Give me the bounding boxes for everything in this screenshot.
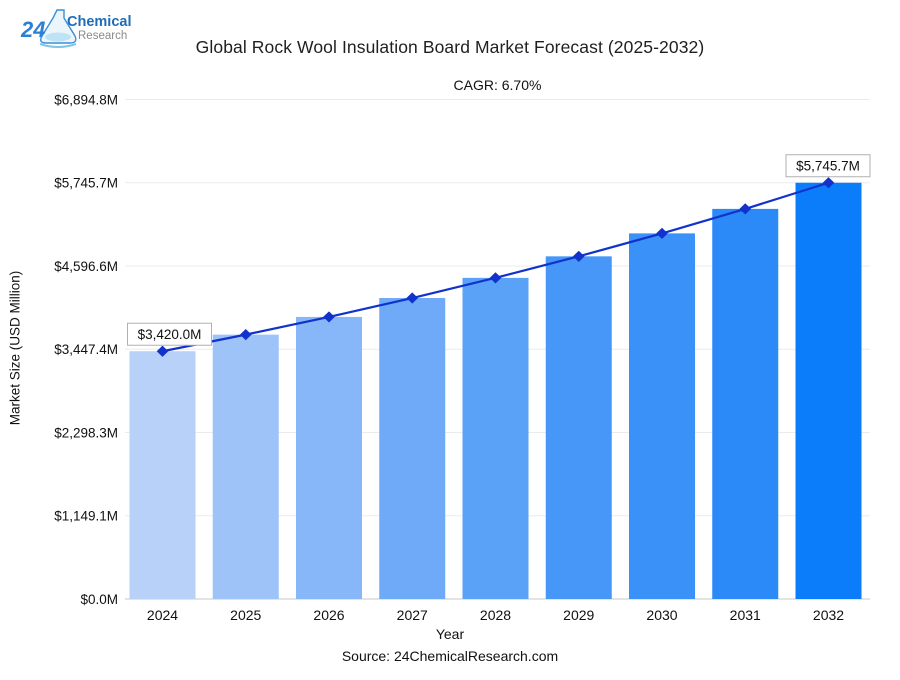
logo-graphic: 24 Chemical Research: [20, 9, 131, 48]
marker-2024: [156, 345, 169, 357]
x-tick-label: 2032: [813, 607, 844, 623]
marker-2032: [822, 177, 835, 189]
bar-2028: [462, 277, 529, 599]
marker-2028: [489, 272, 502, 284]
y-tick-label: $0.0M: [80, 592, 118, 607]
y-tick-label: $5,745.7M: [54, 176, 118, 191]
marker-2029: [572, 250, 585, 262]
bar-2031: [712, 208, 779, 600]
flask-icon: [39, 9, 77, 48]
bar-2025: [212, 334, 279, 599]
x-tick-label: 2027: [397, 607, 428, 623]
logo-line1: Chemical: [67, 14, 131, 30]
x-tick-label: 2025: [230, 607, 261, 623]
y-tick-label: $6,894.8M: [54, 92, 118, 107]
annotation-box: [785, 154, 871, 178]
bar-2024: [129, 351, 196, 599]
y-tick-label: $1,149.1M: [54, 509, 118, 524]
y-tick-label: $2,298.3M: [54, 425, 118, 440]
x-tick-label: 2029: [563, 607, 594, 623]
x-tick-label: 2031: [730, 607, 761, 623]
y-tick-label: $4,596.6M: [54, 259, 118, 274]
bar-2026: [296, 316, 362, 599]
x-tick-label: 2028: [480, 607, 511, 623]
source-caption: Source: 24ChemicalResearch.com: [341, 648, 559, 664]
logo: 24 Chemical Research: [20, 8, 135, 48]
x-tick-label: 2026: [313, 607, 344, 623]
marker-2025: [239, 329, 252, 341]
x-tick-label: 2030: [646, 607, 677, 623]
marker-2030: [656, 227, 668, 239]
x-axis-title: Year: [435, 626, 465, 642]
marker-2026: [323, 311, 335, 323]
annotation-label: $5,745.7M: [796, 159, 860, 174]
chart-subtitle: CAGR: 6.70%: [453, 77, 542, 93]
marker-2027: [406, 292, 419, 304]
logo-number: 24: [20, 17, 45, 42]
marker-2031: [739, 203, 752, 215]
y-tick-label: $3,447.4M: [54, 342, 118, 357]
annotation-box: [127, 322, 212, 346]
bar-2030: [629, 233, 695, 600]
annotation-label: $3,420.0M: [138, 327, 202, 342]
logo-line2: Research: [78, 30, 127, 42]
bar-2027: [379, 298, 446, 599]
bar-2032: [795, 182, 862, 599]
bar-2029: [545, 256, 612, 599]
chart-title: Global Rock Wool Insulation Board Market…: [195, 37, 705, 57]
x-tick-label: 2024: [147, 607, 178, 623]
